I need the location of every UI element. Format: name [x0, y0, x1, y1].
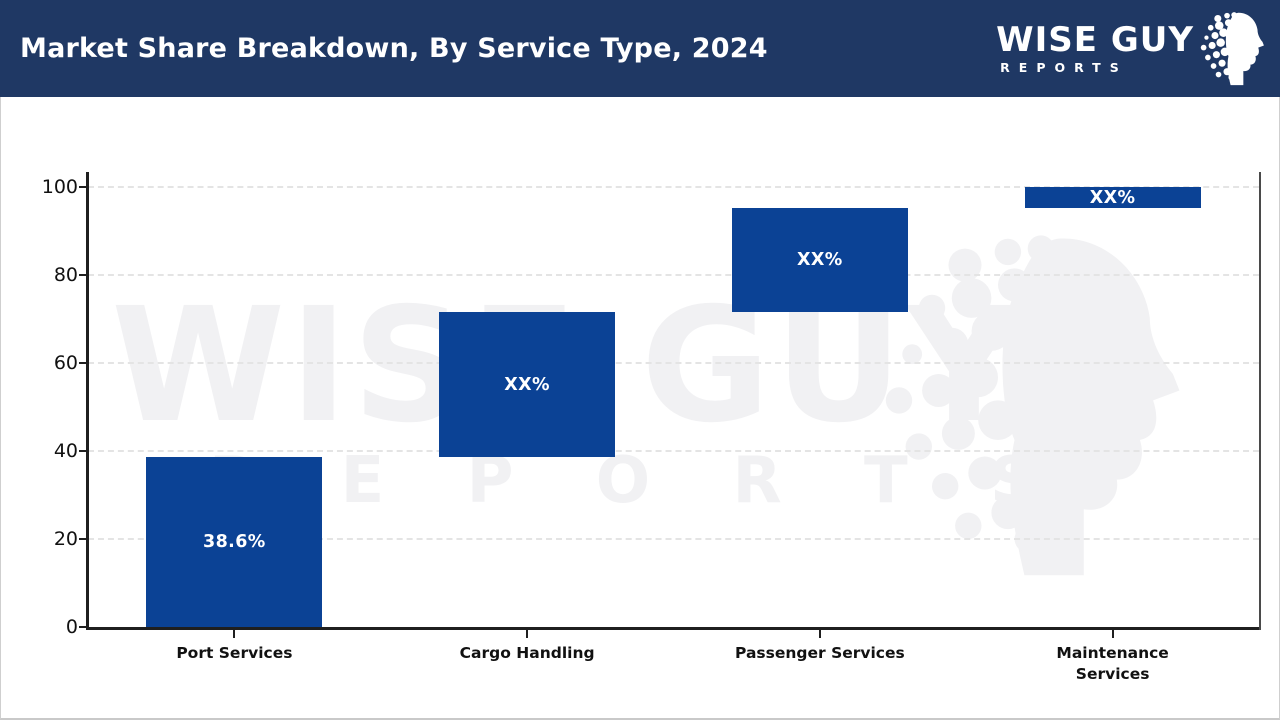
y-tick-label-0: 0 [65, 616, 78, 638]
header-bar: Market Share Breakdown, By Service Type,… [0, 0, 1280, 97]
y-tick-mark-60 [79, 362, 88, 364]
x-category-label-port-services: Port Services [176, 644, 293, 662]
y-tick-mark-40 [79, 450, 88, 452]
x-category-label-maintenance-services: Maintenance Services [1056, 644, 1169, 683]
right-spine [1259, 172, 1261, 630]
page-title: Market Share Breakdown, By Service Type,… [20, 33, 768, 64]
x-tick-mark-passenger-services [818, 629, 821, 638]
y-tick-label-60: 60 [53, 352, 78, 374]
gridline-60 [88, 362, 1259, 364]
y-tick-mark-0 [79, 626, 88, 628]
x-tick-mark-maintenance-services [1111, 629, 1114, 638]
y-tick-label-20: 20 [53, 528, 78, 550]
bar-port-services: 38.6% [146, 457, 323, 627]
x-tick-mark-cargo-handling [526, 629, 529, 638]
y-tick-label-80: 80 [53, 264, 78, 286]
y-tick-mark-80 [79, 274, 88, 276]
bar-passenger-services: XX% [731, 208, 908, 313]
bar-value-label-port-services: 38.6% [203, 532, 266, 553]
logo-head-icon [1200, 12, 1264, 86]
gridline-20 [88, 538, 1259, 540]
bar-value-label-cargo-handling: XX% [504, 374, 550, 395]
gridline-80 [88, 274, 1259, 276]
logo-brand-name: WISE GUY [996, 19, 1194, 60]
bar-cargo-handling: XX% [439, 312, 616, 458]
gridline-100 [88, 186, 1259, 188]
x-category-label-cargo-handling: Cargo Handling [459, 644, 595, 662]
watermark-text-line2: R E P O R T S [209, 444, 1067, 518]
y-tick-mark-20 [79, 538, 88, 540]
logo-brand-subtitle: REPORTS [1000, 60, 1128, 76]
bar-maintenance-services: XX% [1024, 187, 1201, 209]
y-tick-mark-100 [79, 186, 88, 188]
y-tick-label-40: 40 [53, 440, 78, 462]
bar-value-label-maintenance-services: XX% [1089, 187, 1136, 208]
watermark-head-graphic [885, 235, 1180, 576]
y-axis-line [86, 172, 89, 630]
x-tick-mark-port-services [233, 629, 236, 638]
bar-value-label-passenger-services: XX% [797, 250, 843, 271]
y-tick-label-100: 100 [41, 176, 78, 198]
chart-area: WISE GUY R E P O R T S 0 20 40 60 80 100 38.6%… [0, 97, 1280, 720]
logo-text: WISE GUY REPORTS [996, 19, 1194, 76]
x-axis-line [86, 627, 1259, 630]
x-category-label-passenger-services: Passenger Services [735, 644, 905, 662]
wise-guy-logo: WISE GUY REPORTS [996, 10, 1268, 88]
gridline-40 [88, 450, 1259, 452]
